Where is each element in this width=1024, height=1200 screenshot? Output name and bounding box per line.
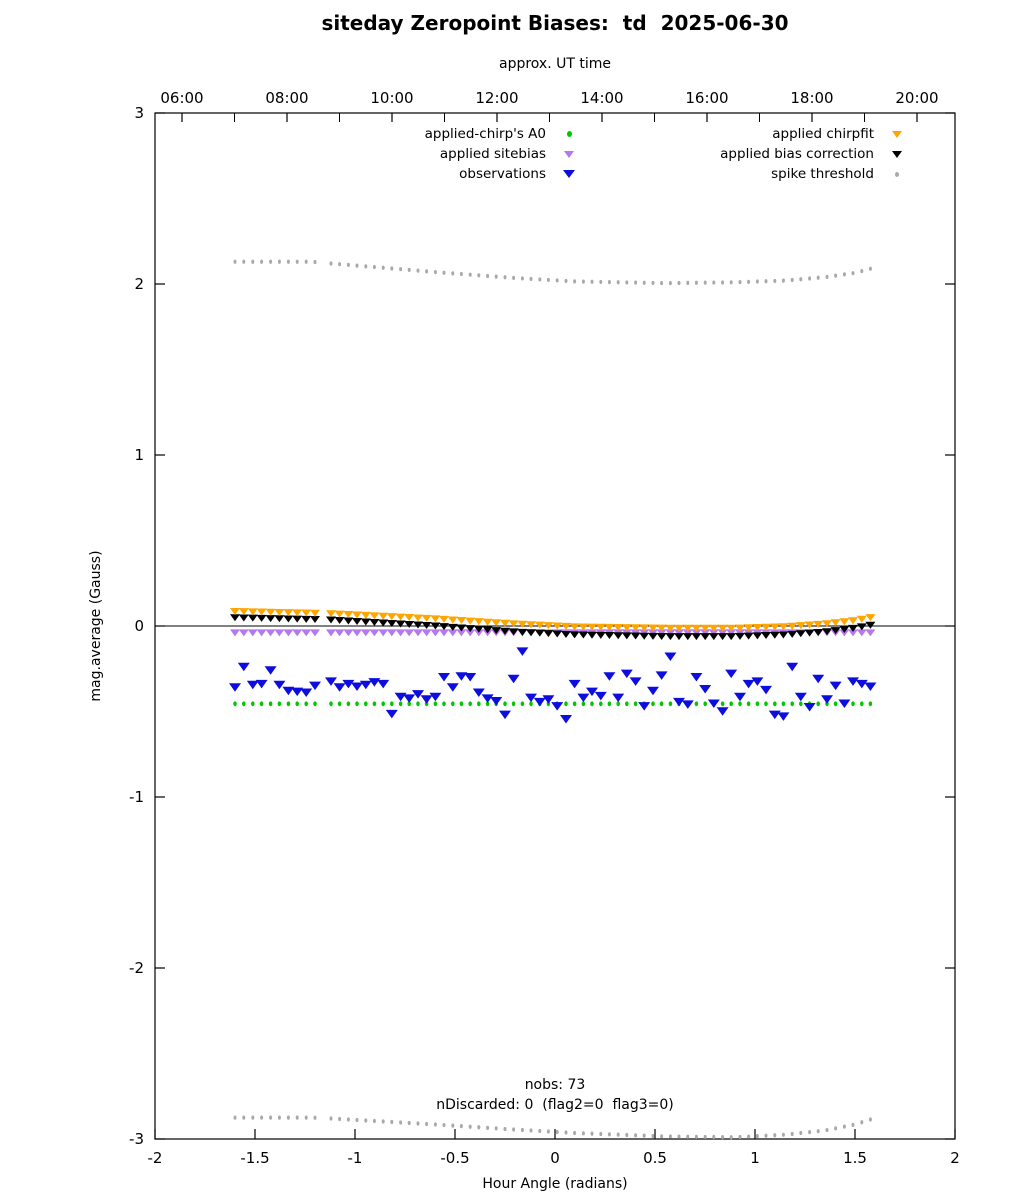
legend-item: applied sitebias [240,144,592,164]
x-tick-label: -1 [348,1149,363,1167]
legend-marker-icon [874,130,920,138]
x-tick-label: -0.5 [440,1149,469,1167]
top-tick-label: 16:00 [685,89,728,107]
top-tick-label: 12:00 [475,89,518,107]
legend-item-label: applied sitebias [439,146,546,162]
legend-column-left: applied-chirp's A0 applied sitebias observ… [240,124,592,184]
legend-item: applied chirpfit [530,124,920,144]
top-tick-label: 06:00 [160,89,203,107]
top-tick-label: 14:00 [580,89,623,107]
legend-item-label: applied bias correction [720,146,874,162]
legend-column-right: applied chirpfit applied bias correction s… [530,124,920,184]
y-tick-label: 1 [134,446,144,464]
top-tick-label: 10:00 [370,89,413,107]
legend-marker-icon [546,150,592,158]
x-tick-label: 1.5 [843,1149,867,1167]
x-tick-label: 2 [950,1149,960,1167]
x-axis-title: Hour Angle (radians) [482,1176,628,1192]
chart-title: siteday Zeropoint Biases: td 2025-06-30 [321,11,789,35]
y-tick-label: -2 [129,959,144,977]
top-axis-title: approx. UT time [499,56,611,72]
legend-item: observations [240,164,592,184]
top-tick-label: 20:00 [895,89,938,107]
legend-marker-icon [874,150,920,158]
legend-marker-icon [546,170,592,178]
top-tick-label: 08:00 [265,89,308,107]
series-spike-threshold-lower- [233,1115,872,1140]
x-tick-label: 0 [550,1149,560,1167]
y-tick-label: 0 [134,617,144,635]
legend-item-label: spike threshold [771,166,874,182]
y-tick-label: 2 [134,275,144,293]
series-applied-chirpfit [230,607,876,632]
legend-item: applied bias correction [530,144,920,164]
top-tick-label: 18:00 [790,89,833,107]
x-tick-label: 1 [750,1149,760,1167]
legend-item: applied-chirp's A0 [240,124,592,144]
legend-item: spike threshold [530,164,920,184]
series-observations [229,647,877,724]
legend-item-label: observations [459,166,546,182]
series-applied-bias-correction [230,614,876,641]
nobs-annotation: nobs: 73 [524,1077,586,1093]
y-tick-label: -1 [129,788,144,806]
legend-item-label: applied-chirp's A0 [424,126,546,142]
series-spike-threshold-upper- [233,259,872,286]
x-tick-label: 0.5 [643,1149,667,1167]
ndiscarded-annotation: nDiscarded: 0 (flag2=0 flag3=0) [436,1097,674,1113]
x-tick-label: -1.5 [240,1149,269,1167]
legend-marker-icon [874,171,920,177]
x-tick-label: -2 [148,1149,163,1167]
legend-item-label: applied chirpfit [772,126,874,142]
y-tick-label: 3 [134,104,144,122]
y-tick-label: -3 [129,1130,144,1148]
legend-marker-icon [546,131,592,137]
